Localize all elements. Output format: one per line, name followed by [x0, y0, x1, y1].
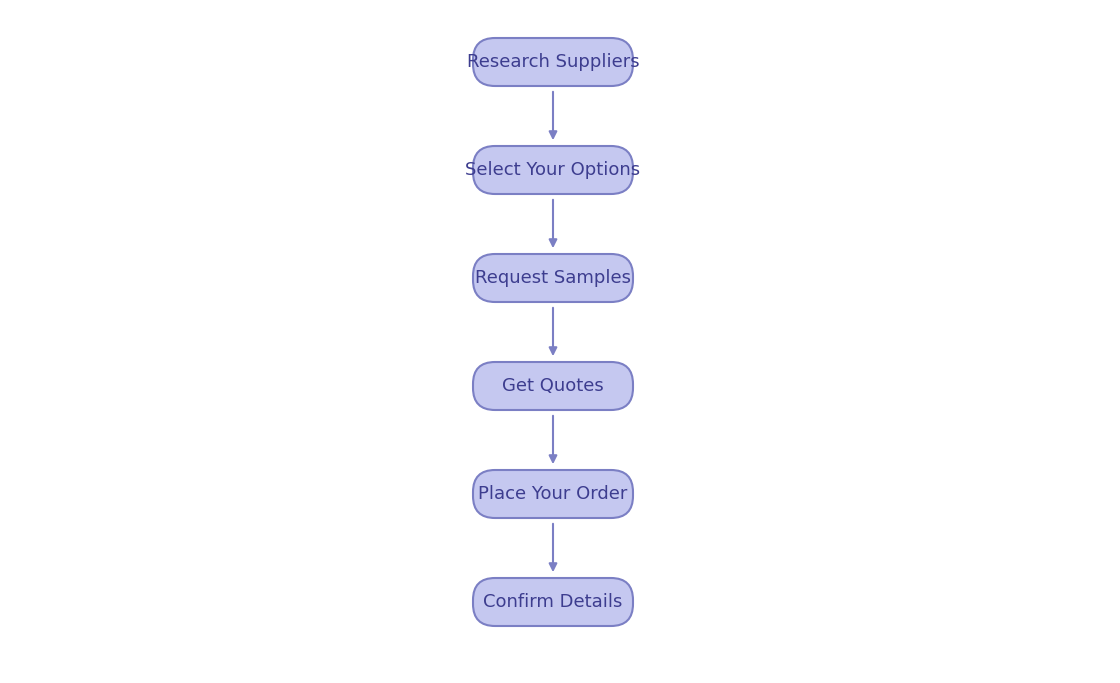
Text: Research Suppliers: Research Suppliers — [467, 53, 640, 71]
FancyBboxPatch shape — [473, 146, 633, 194]
Text: Confirm Details: Confirm Details — [484, 593, 623, 611]
Text: Select Your Options: Select Your Options — [466, 161, 641, 179]
FancyBboxPatch shape — [473, 38, 633, 86]
Text: Get Quotes: Get Quotes — [502, 377, 604, 395]
FancyBboxPatch shape — [473, 254, 633, 302]
FancyBboxPatch shape — [473, 362, 633, 410]
Text: Place Your Order: Place Your Order — [478, 485, 627, 503]
Text: Request Samples: Request Samples — [475, 269, 631, 287]
FancyBboxPatch shape — [473, 470, 633, 518]
FancyBboxPatch shape — [473, 578, 633, 626]
